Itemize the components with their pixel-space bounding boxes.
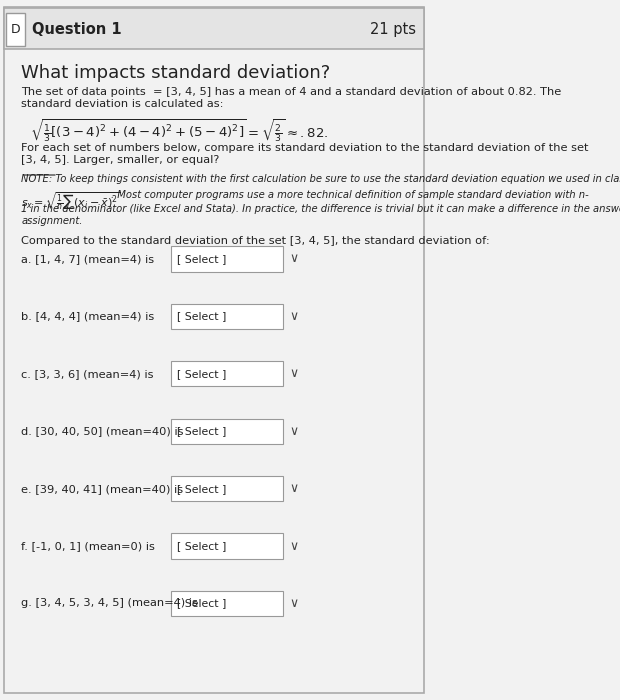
FancyBboxPatch shape	[6, 13, 25, 46]
Text: b. [4, 4, 4] (mean=4) is: b. [4, 4, 4] (mean=4) is	[22, 312, 154, 321]
Text: f. [-1, 0, 1] (mean=0) is: f. [-1, 0, 1] (mean=0) is	[22, 541, 155, 551]
FancyBboxPatch shape	[172, 419, 283, 444]
Text: [ Select ]: [ Select ]	[177, 541, 226, 551]
Text: g. [3, 4, 5, 3, 4, 5] (mean=4) is: g. [3, 4, 5, 3, 4, 5] (mean=4) is	[22, 598, 198, 608]
FancyBboxPatch shape	[4, 7, 424, 693]
Text: ∨: ∨	[289, 540, 298, 552]
Text: [3, 4, 5]. Larger, smaller, or equal?: [3, 4, 5]. Larger, smaller, or equal?	[22, 155, 220, 164]
Text: . Most computer programs use a more technical definition of sample standard devi: . Most computer programs use a more tech…	[112, 190, 589, 200]
Text: standard deviation is calculated as:: standard deviation is calculated as:	[22, 99, 224, 108]
Text: The set of data points  = [3, 4, 5] has a mean of 4 and a standard deviation of : The set of data points = [3, 4, 5] has a…	[22, 87, 562, 97]
Text: ∨: ∨	[289, 253, 298, 265]
FancyBboxPatch shape	[4, 8, 424, 49]
Text: 21 pts: 21 pts	[370, 22, 416, 37]
Text: ∨: ∨	[289, 368, 298, 380]
Text: [ Select ]: [ Select ]	[177, 369, 226, 379]
Text: NOTE: To keep things consistent with the first calculation be sure to use the st: NOTE: To keep things consistent with the…	[22, 174, 620, 183]
FancyBboxPatch shape	[172, 361, 283, 386]
Text: [ Select ]: [ Select ]	[177, 484, 226, 494]
FancyBboxPatch shape	[172, 476, 283, 501]
FancyBboxPatch shape	[172, 533, 283, 559]
Text: Compared to the standard deviation of the set [3, 4, 5], the standard deviation : Compared to the standard deviation of th…	[22, 236, 490, 246]
Text: D: D	[11, 23, 20, 36]
Text: [ Select ]: [ Select ]	[177, 598, 226, 608]
Text: [ Select ]: [ Select ]	[177, 254, 226, 264]
Text: What impacts standard deviation?: What impacts standard deviation?	[22, 64, 330, 83]
Text: [ Select ]: [ Select ]	[177, 426, 226, 436]
Text: d. [30, 40, 50] (mean=40) is: d. [30, 40, 50] (mean=40) is	[22, 426, 184, 436]
Text: e. [39, 40, 41] (mean=40) is: e. [39, 40, 41] (mean=40) is	[22, 484, 184, 494]
Text: ∨: ∨	[289, 597, 298, 610]
Text: ∨: ∨	[289, 425, 298, 438]
Text: Question 1: Question 1	[32, 22, 122, 37]
Text: c. [3, 3, 6] (mean=4) is: c. [3, 3, 6] (mean=4) is	[22, 369, 154, 379]
FancyBboxPatch shape	[172, 246, 283, 272]
FancyBboxPatch shape	[172, 591, 283, 616]
Text: $\sqrt{\frac{1}{3}[(3-4)^2+(4-4)^2+(5-4)^2]} = \sqrt{\frac{2}{3}} \approx .82.$: $\sqrt{\frac{1}{3}[(3-4)^2+(4-4)^2+(5-4)…	[30, 118, 328, 144]
Text: ∨: ∨	[289, 482, 298, 495]
Text: $s_x = \sqrt{\frac{1}{n}\sum(x_i - \bar{x})^2}$: $s_x = \sqrt{\frac{1}{n}\sum(x_i - \bar{…	[22, 190, 121, 212]
Text: ∨: ∨	[289, 310, 298, 323]
Text: 1 in the denominator (like Excel and Stata). In practice, the difference is triv: 1 in the denominator (like Excel and Sta…	[22, 204, 620, 214]
Text: For each set of numbers below, compare its standard deviation to the standard de: For each set of numbers below, compare i…	[22, 143, 589, 153]
Text: a. [1, 4, 7] (mean=4) is: a. [1, 4, 7] (mean=4) is	[22, 254, 154, 264]
Text: [ Select ]: [ Select ]	[177, 312, 226, 321]
Text: assignment.: assignment.	[22, 216, 83, 225]
FancyBboxPatch shape	[172, 304, 283, 329]
